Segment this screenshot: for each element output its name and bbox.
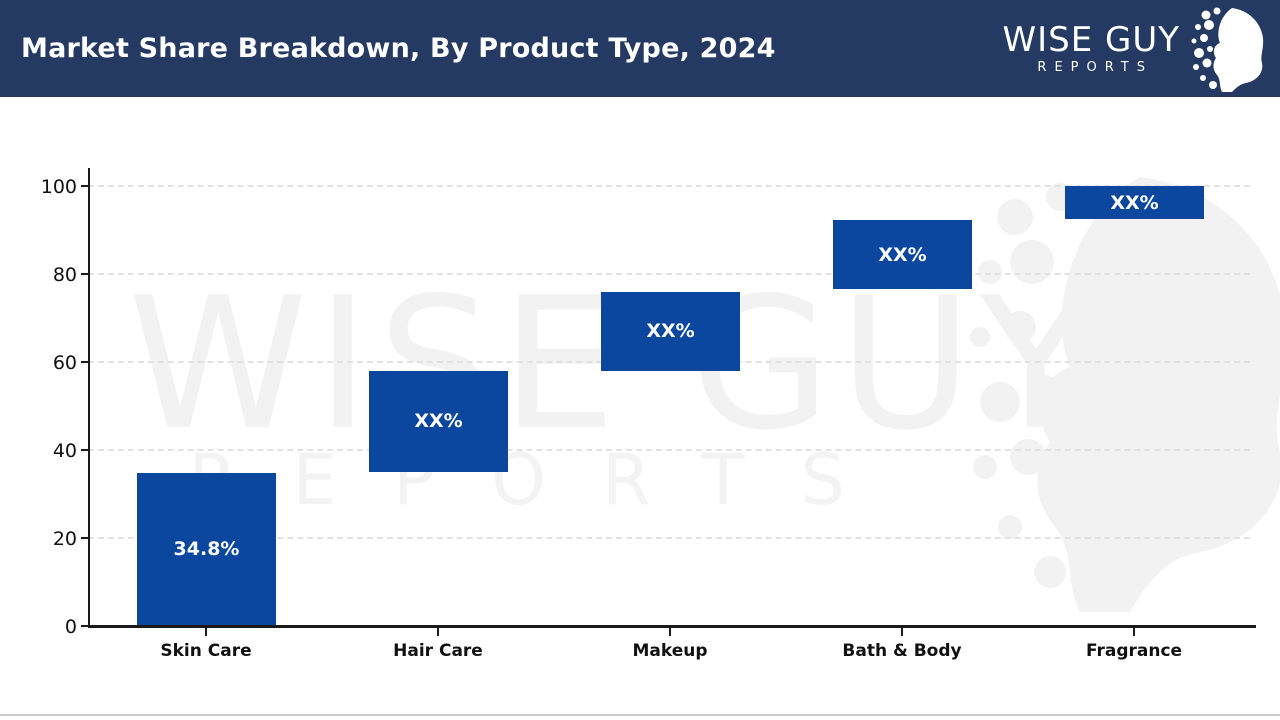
logo-subtitle: REPORTS — [1037, 60, 1154, 75]
logo-wordmark: WISE GUY — [1002, 20, 1180, 60]
x-tick-mark — [1133, 628, 1135, 636]
x-category-label: Skin Care — [160, 641, 252, 661]
y-tick-label: 60 — [52, 352, 77, 374]
x-tick-mark — [901, 628, 903, 636]
y-gridline — [88, 273, 1250, 275]
y-gridline — [88, 185, 1250, 187]
x-axis-line — [88, 625, 1256, 628]
y-tick-mark — [81, 537, 89, 539]
bar-value-label: XX% — [1110, 191, 1159, 214]
bar-value-label: XX% — [646, 320, 695, 343]
x-tick-mark — [669, 628, 671, 636]
watermark-head-icon — [970, 177, 1280, 612]
bar-fragrance: XX% — [1065, 186, 1204, 219]
bar-value-label: XX% — [414, 410, 463, 433]
wiseguy-logo-text: WISE GUY REPORTS — [1002, 23, 1180, 74]
page-title: Market Share Breakdown, By Product Type,… — [21, 33, 776, 64]
y-tick-mark — [81, 361, 89, 363]
bar-skin-care: 34.8% — [137, 472, 276, 626]
x-category-label: Bath & Body — [842, 641, 962, 661]
y-tick-mark — [81, 273, 89, 275]
x-category-label: Hair Care — [393, 641, 483, 661]
y-tick-label: 0 — [64, 616, 77, 638]
x-tick-mark — [205, 628, 207, 636]
header: Market Share Breakdown, By Product Type,… — [0, 0, 1280, 97]
watermark-subtitle: REPORTS — [188, 439, 901, 521]
y-gridline — [88, 449, 1250, 451]
bar-value-label: 34.8% — [173, 538, 240, 561]
y-tick-mark — [81, 185, 89, 187]
y-tick-mark — [81, 625, 89, 627]
bar-hair-care: XX% — [369, 370, 508, 472]
y-tick-label: 20 — [52, 528, 77, 550]
y-tick-mark — [81, 449, 89, 451]
wiseguy-logo: WISE GUY REPORTS — [1002, 5, 1270, 93]
y-tick-label: 40 — [52, 440, 77, 462]
x-category-label: Fragrance — [1085, 641, 1183, 661]
y-tick-label: 80 — [52, 264, 77, 286]
bottom-divider — [0, 714, 1280, 716]
y-axis-line — [88, 168, 90, 628]
y-tick-label: 100 — [40, 176, 77, 198]
wiseguy-head-icon — [1191, 7, 1264, 92]
bar-value-label: XX% — [878, 243, 927, 266]
chart: WISE GUY REPORTS 0 20 40 60 80 100 34.8% Skin C… — [0, 97, 1280, 717]
x-tick-mark — [437, 628, 439, 636]
bar-makeup: XX% — [601, 291, 740, 371]
x-category-label: Makeup — [632, 641, 708, 661]
y-gridline — [88, 537, 1250, 539]
bar-bath-body: XX% — [833, 219, 972, 290]
